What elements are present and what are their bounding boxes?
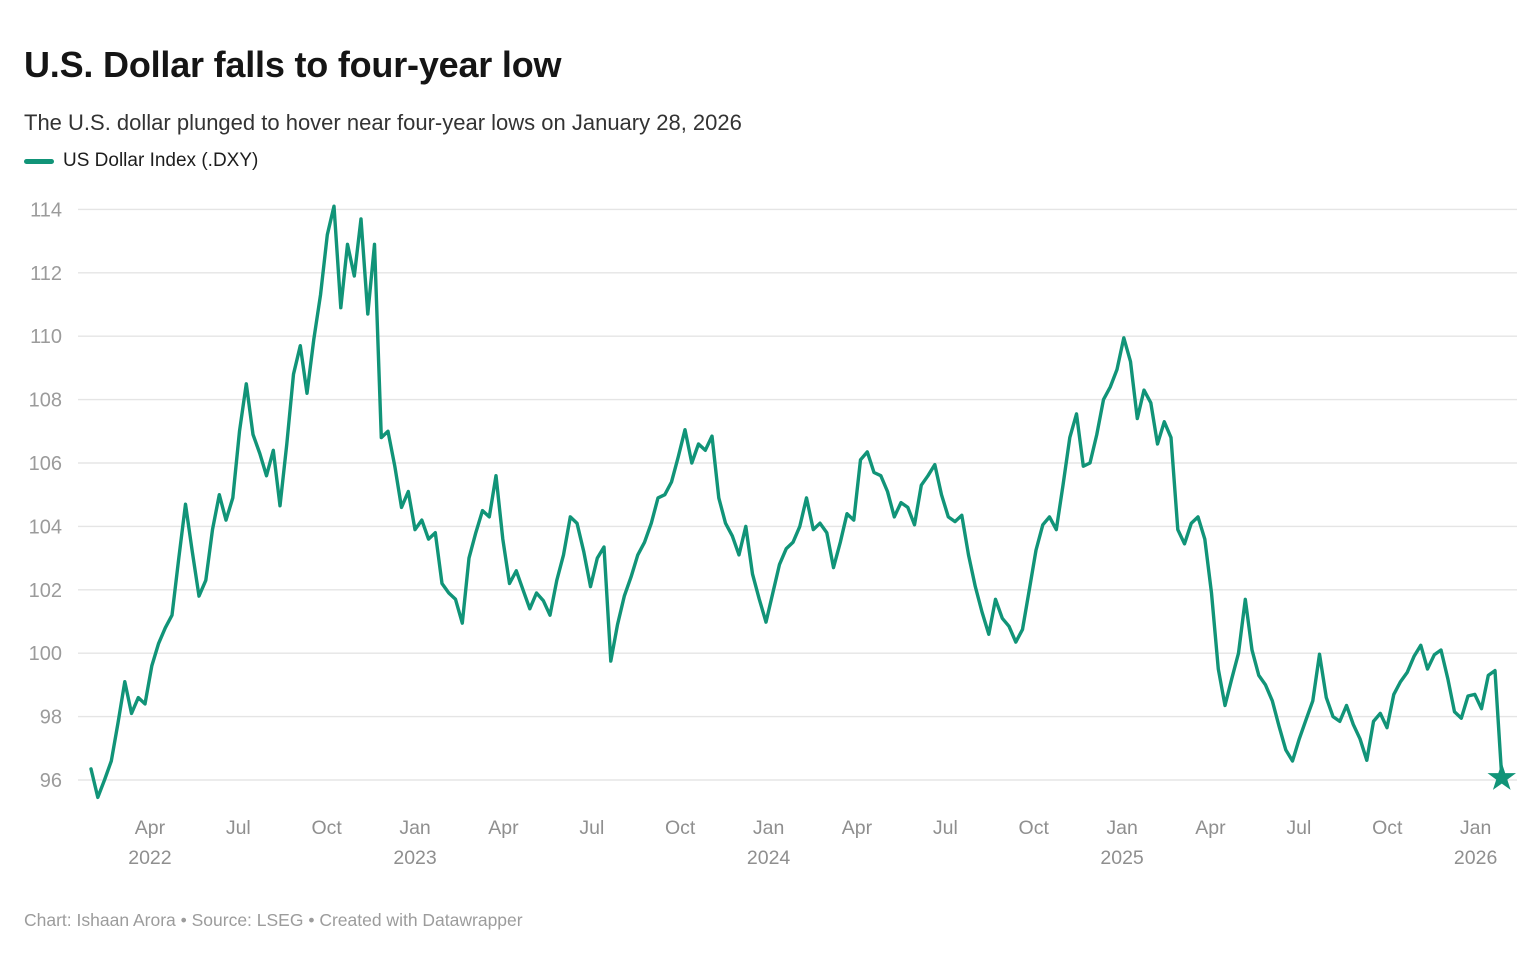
x-tick-label: Jul: [933, 817, 958, 839]
x-tick-label: Jul: [226, 817, 251, 839]
x-tick-label: Oct: [1372, 817, 1403, 839]
y-tick-label: 112: [30, 263, 62, 285]
chart-credit: Chart: Ishaan Arora • Source: LSEG • Cre…: [24, 910, 523, 930]
y-tick-label: 104: [29, 516, 62, 538]
y-tick-label: 108: [29, 390, 62, 412]
y-tick-label: 114: [30, 199, 62, 221]
line-swatch-icon: [24, 158, 54, 164]
x-tick-label: Jul: [1286, 817, 1311, 839]
dxy-series-line: [89, 204, 1504, 800]
x-tick-label: Apr: [135, 817, 166, 839]
x-tick-label: Apr: [1195, 817, 1226, 839]
y-tick-label: 100: [29, 643, 62, 665]
x-tick-label: Jan: [753, 817, 784, 839]
x-tick-label: Jan: [1460, 817, 1491, 839]
x-tick-label: Apr: [842, 817, 873, 839]
x-tick-label: Jan: [399, 817, 430, 839]
x-tick-year-label: 2023: [393, 847, 436, 869]
y-tick-label: 96: [40, 770, 62, 792]
x-tick-label: Oct: [1019, 817, 1050, 839]
page-title: U.S. Dollar falls to four-year low: [24, 44, 562, 86]
x-tick-label: Oct: [312, 817, 343, 839]
x-tick-year-label: 2025: [1100, 847, 1144, 869]
y-tick-label: 102: [29, 580, 62, 602]
x-tick-label: Apr: [488, 817, 519, 839]
x-tick-year-label: 2022: [128, 847, 171, 869]
end-star-marker: [1487, 762, 1516, 790]
y-tick-label: 98: [40, 707, 62, 729]
y-tick-label: 110: [30, 326, 62, 348]
x-tick-label: Jan: [1106, 817, 1137, 839]
y-tick-label: 106: [29, 453, 62, 475]
x-tick-year-label: 2026: [1454, 847, 1497, 869]
legend: US Dollar Index (.DXY): [24, 150, 258, 172]
legend-label: US Dollar Index (.DXY): [63, 150, 259, 171]
x-tick-year-label: 2024: [747, 847, 791, 869]
page-subtitle: The U.S. dollar plunged to hover near fo…: [24, 110, 742, 135]
x-tick-label: Oct: [665, 817, 696, 839]
x-tick-label: Jul: [579, 817, 604, 839]
